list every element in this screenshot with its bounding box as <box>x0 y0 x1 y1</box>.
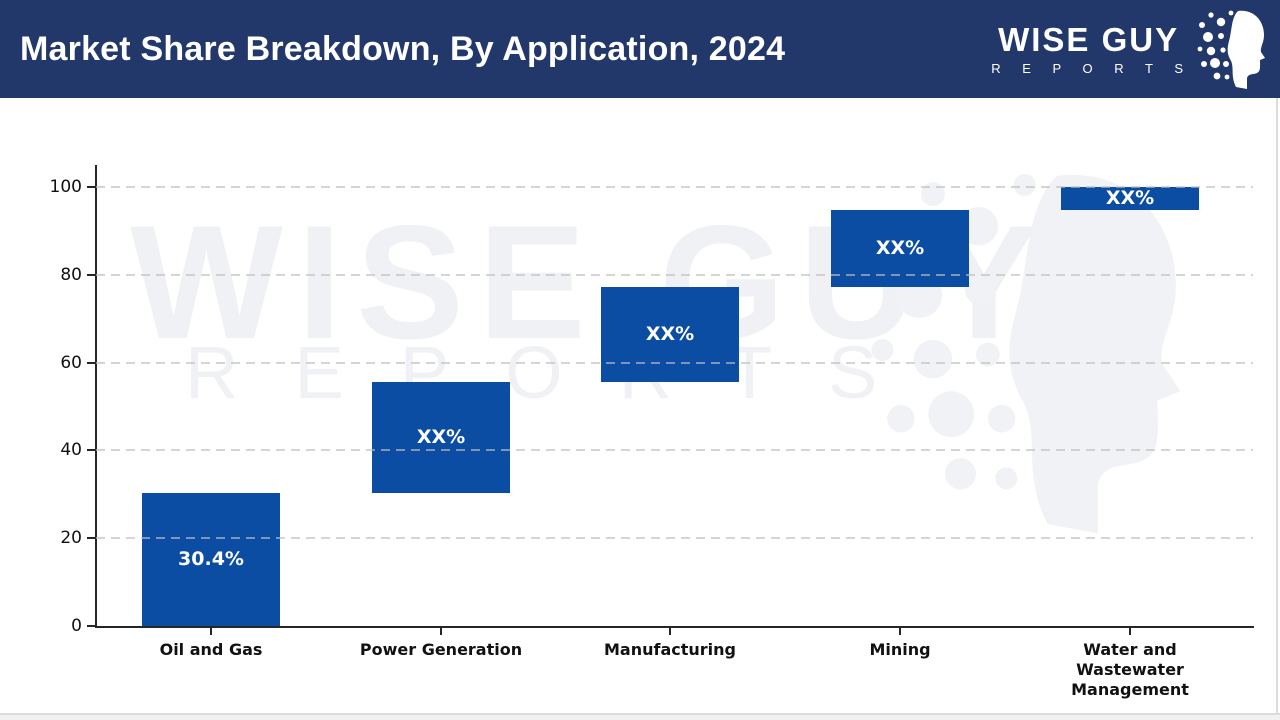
x-axis-category-label: Manufacturing <box>604 640 736 659</box>
bar-value-label: XX% <box>875 237 925 260</box>
y-axis-tick-label: 40 <box>60 440 82 461</box>
brand-tagline: R E P O R T S <box>991 60 1192 76</box>
x-axis-spine <box>95 626 1254 628</box>
bar-oil-and-gas[interactable]: 30.4% <box>142 492 280 626</box>
y-axis-tick <box>87 361 96 364</box>
header-bar: Market Share Breakdown, By Application, … <box>0 0 1280 98</box>
gridline <box>96 273 1253 276</box>
brand-name: WISE GUY <box>998 20 1180 58</box>
bar-water-and-wastewater-management[interactable]: XX% <box>1061 187 1199 210</box>
brand-wordmark: WISE GUY R E P O R T S <box>985 23 1192 76</box>
y-axis-tick <box>87 449 96 452</box>
gridline <box>96 186 1253 188</box>
frame-footer-strip <box>0 715 1280 720</box>
chart-title: Market Share Breakdown, By Application, … <box>20 29 786 68</box>
x-axis-tick <box>669 628 671 635</box>
x-axis-tick <box>1129 628 1131 635</box>
y-axis-tick <box>87 537 96 540</box>
x-axis-tick <box>440 628 442 635</box>
y-axis-tick-label: 100 <box>49 177 82 197</box>
y-axis-tick-label: 80 <box>60 264 82 285</box>
frame-edge-bottom <box>0 713 1280 715</box>
x-axis-category-label: Mining <box>869 640 931 659</box>
bar-value-label: 30.4% <box>178 548 244 571</box>
bar-manufacturing[interactable]: XX% <box>601 287 739 382</box>
y-axis-tick <box>87 273 96 276</box>
gridline <box>96 449 1253 452</box>
x-axis-category-label: Water and Wastewater Management <box>1071 640 1189 699</box>
bar-value-label: XX% <box>1105 187 1155 210</box>
x-axis-tick <box>899 628 901 635</box>
x-axis-category-label: Oil and Gas <box>159 640 263 659</box>
bar-power-generation[interactable]: XX% <box>372 381 510 493</box>
y-axis-spine <box>95 165 97 628</box>
frame-edge-right <box>1276 98 1278 714</box>
y-axis-tick-label: 60 <box>60 352 82 373</box>
y-axis-tick-label: 0 <box>71 616 82 636</box>
brand-face-icon <box>1197 10 1265 89</box>
brand-logo: WISE GUY R E P O R T S <box>985 5 1266 93</box>
x-axis-category-label: Power Generation <box>359 640 523 659</box>
bar-value-label: XX% <box>645 323 695 346</box>
y-axis-tick <box>87 625 96 627</box>
gridline <box>96 537 1253 540</box>
bar-value-label: XX% <box>416 426 466 449</box>
x-axis-tick <box>210 628 212 635</box>
y-axis-tick <box>87 186 96 188</box>
y-axis-tick-label: 20 <box>60 528 82 549</box>
gridline <box>96 361 1253 364</box>
